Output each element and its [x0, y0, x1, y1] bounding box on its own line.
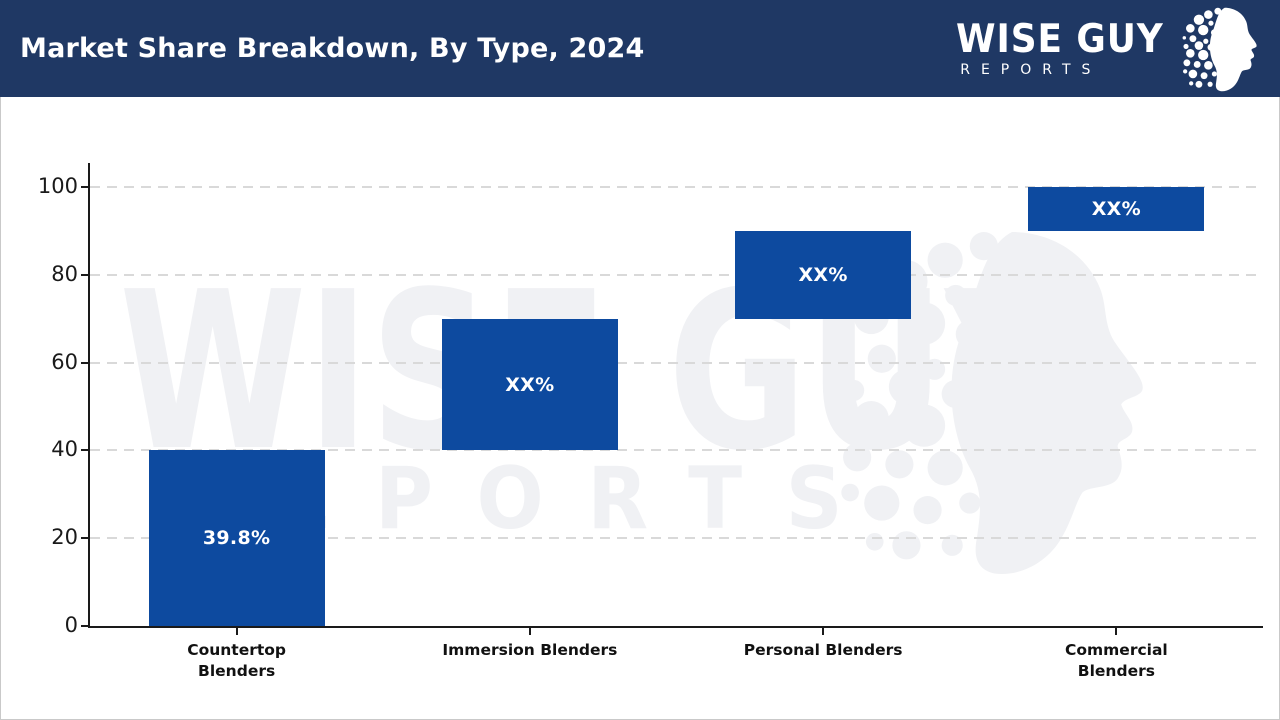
y-axis-line — [88, 163, 90, 628]
y-tick-label: 20 — [51, 525, 78, 550]
x-tick-mark — [235, 628, 238, 635]
x-category-label: Countertop Blenders — [187, 641, 287, 680]
x-axis-line — [88, 626, 1263, 628]
y-tick-mark — [81, 625, 88, 627]
bar-segment: XX% — [1028, 187, 1205, 231]
bar-value-label: XX% — [1091, 197, 1141, 220]
x-category-label: Immersion Blenders — [442, 641, 618, 659]
y-gridline — [90, 449, 1263, 452]
y-gridline — [90, 273, 1263, 276]
y-tick-mark — [81, 537, 88, 540]
dot-head-icon — [1182, 7, 1257, 91]
y-tick-mark — [81, 273, 88, 276]
y-gridline — [90, 537, 1263, 540]
y-tick-label: 0 — [64, 613, 78, 637]
wiseguy-logo: WISE GUY REPORTS — [956, 6, 1266, 92]
bar-segment: XX% — [441, 318, 618, 451]
x-tick-mark — [822, 628, 825, 635]
y-gridline — [90, 361, 1263, 364]
bar-segment: XX% — [735, 230, 912, 319]
y-tick-mark — [81, 186, 88, 188]
y-tick-mark — [81, 361, 88, 364]
y-tick-label: 80 — [51, 261, 78, 286]
header-bar: Market Share Breakdown, By Type, 2024 WI… — [0, 0, 1280, 97]
chart-title: Market Share Breakdown, By Type, 2024 — [20, 33, 645, 64]
y-tick-label: 100 — [37, 174, 78, 198]
logo-text: WISE GUY REPORTS — [956, 20, 1182, 78]
bar-value-label: XX% — [798, 263, 848, 286]
y-tick-label: 40 — [51, 437, 78, 462]
y-gridline — [90, 186, 1263, 188]
x-category-label: Personal Blenders — [743, 641, 903, 659]
logo-wordmark: WISE GUY — [956, 16, 1164, 62]
y-tick-mark — [81, 449, 88, 452]
logo-subtext: REPORTS — [960, 61, 1102, 78]
x-tick-mark — [528, 628, 531, 635]
x-category-label: Commercial Blenders — [1064, 641, 1168, 680]
x-tick-mark — [1115, 628, 1118, 635]
bar-value-label: XX% — [505, 373, 555, 396]
bar-value-label: 39.8% — [202, 527, 271, 550]
bar-segment: 39.8% — [148, 450, 325, 626]
y-tick-label: 60 — [51, 349, 78, 374]
chart-canvas: WISE GUY REPORTS 0 20 40 60 80 100 39.8% Counte… — [0, 97, 1280, 720]
